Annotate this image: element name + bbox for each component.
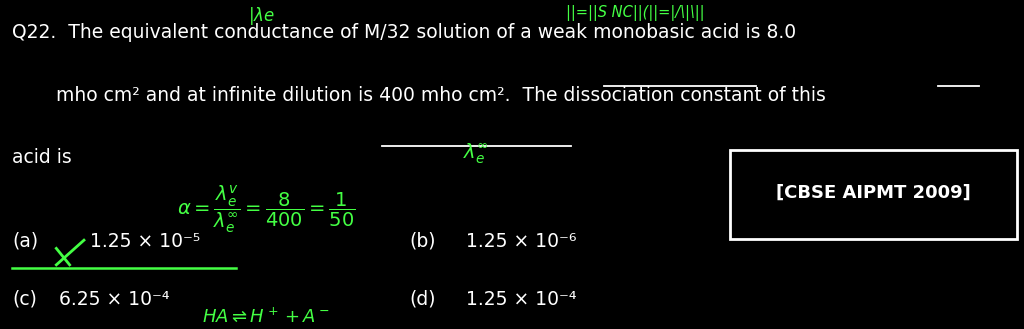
Text: $HA \rightleftharpoons H^+ + A^-$: $HA \rightleftharpoons H^+ + A^-$ xyxy=(202,307,331,326)
Text: 1.25 × 10⁻⁶: 1.25 × 10⁻⁶ xyxy=(466,232,577,251)
Text: (c): (c) xyxy=(12,290,37,309)
Text: $\alpha = \dfrac{\lambda_e^{v}}{\lambda_e^{\infty}} = \dfrac{8}{400} = \dfrac{1}: $\alpha = \dfrac{\lambda_e^{v}}{\lambda_… xyxy=(177,184,355,236)
Text: $\lambda_e^{\infty}$: $\lambda_e^{\infty}$ xyxy=(463,141,489,166)
Text: ||=||S NC||(||=|/\|\||: ||=||S NC||(||=|/\|\|| xyxy=(565,5,705,21)
Text: [CBSE AIPMT 2009]: [CBSE AIPMT 2009] xyxy=(776,184,971,201)
Text: (b): (b) xyxy=(410,232,436,251)
Text: (d): (d) xyxy=(410,290,436,309)
Text: 1.25 × 10⁻⁴: 1.25 × 10⁻⁴ xyxy=(466,290,577,309)
Text: 6.25 × 10⁻⁴: 6.25 × 10⁻⁴ xyxy=(59,290,170,309)
Text: mho cm² and at infinite dilution is 400 mho cm².  The dissociation constant of t: mho cm² and at infinite dilution is 400 … xyxy=(56,86,826,105)
Text: Q22.  The equivalent conductance of M/32 solution of a weak monobasic acid is 8.: Q22. The equivalent conductance of M/32 … xyxy=(12,23,797,42)
Text: (a): (a) xyxy=(12,232,39,251)
Text: 1.25 × 10⁻⁵: 1.25 × 10⁻⁵ xyxy=(90,232,201,251)
FancyBboxPatch shape xyxy=(730,150,1017,239)
Text: $|\lambda$e: $|\lambda$e xyxy=(248,5,274,27)
Text: acid is: acid is xyxy=(12,148,72,167)
